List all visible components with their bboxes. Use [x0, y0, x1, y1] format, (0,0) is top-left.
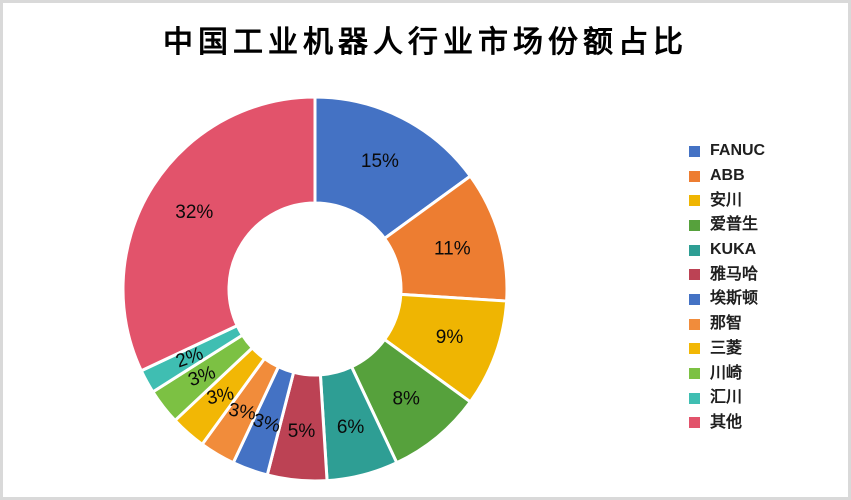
legend-swatch-icon — [689, 318, 700, 330]
legend-swatch-icon — [689, 145, 700, 157]
legend-label: 爱普生 — [710, 216, 759, 234]
legend-item-三菱: 三菱 — [689, 337, 765, 362]
legend-item-那智: 那智 — [689, 312, 765, 337]
legend-item-其他: 其他 — [689, 411, 765, 436]
data-label-其他: 32% — [175, 202, 213, 223]
legend-swatch-icon — [689, 417, 700, 429]
data-label-安川: 9% — [436, 327, 464, 348]
legend-label: KUKA — [710, 241, 757, 259]
legend-label: ABB — [710, 167, 745, 185]
legend-item-ABB: ABB — [689, 164, 765, 189]
legend-item-KUKA: KUKA — [689, 238, 765, 263]
legend-label: FANUC — [710, 142, 766, 160]
data-label-那智: 3% — [227, 399, 258, 424]
legend-label: 汇川 — [710, 389, 743, 407]
legend-item-川崎: 川崎 — [689, 361, 765, 386]
pie-slice-其他 — [121, 95, 317, 373]
legend-label: 安川 — [710, 191, 743, 209]
legend-label: 川崎 — [710, 364, 743, 382]
legend-item-安川: 安川 — [689, 188, 765, 213]
legend-swatch-icon — [689, 219, 700, 231]
legend-swatch-icon — [689, 293, 700, 305]
data-label-雅马哈: 5% — [288, 421, 316, 442]
legend-swatch-icon — [689, 195, 700, 207]
data-label-KUKA: 6% — [337, 417, 365, 438]
legend-swatch-icon — [689, 244, 700, 256]
legend-swatch-icon — [689, 170, 700, 182]
legend-swatch-icon — [689, 269, 700, 281]
data-label-ABB: 11% — [434, 239, 471, 260]
legend-label: 三菱 — [710, 339, 743, 357]
legend-label: 雅马哈 — [710, 265, 759, 283]
legend-label: 其他 — [710, 413, 743, 431]
donut-chart: 15%11%9%8%6%5%3%3%3%3%2%32% — [121, 95, 509, 483]
legend-item-FANUC: FANUC — [689, 139, 765, 164]
chart-title: 中国工业机器人行业市场份额占比 — [163, 26, 688, 59]
data-label-爱普生: 8% — [392, 389, 420, 410]
legend-item-爱普生: 爱普生 — [689, 213, 765, 238]
legend-item-雅马哈: 雅马哈 — [689, 262, 765, 287]
legend-item-埃斯顿: 埃斯顿 — [689, 287, 765, 312]
chart-legend: FANUC ABB 安川爱普生 KUKA 雅马哈埃斯顿那智三菱川崎汇川其他 — [689, 139, 765, 435]
legend-label: 那智 — [710, 315, 743, 333]
legend-swatch-icon — [689, 392, 700, 404]
legend-label: 埃斯顿 — [710, 290, 759, 308]
legend-swatch-icon — [689, 368, 700, 380]
data-label-FANUC: 15% — [361, 151, 399, 172]
legend-item-汇川: 汇川 — [689, 386, 765, 411]
legend-swatch-icon — [689, 343, 700, 355]
